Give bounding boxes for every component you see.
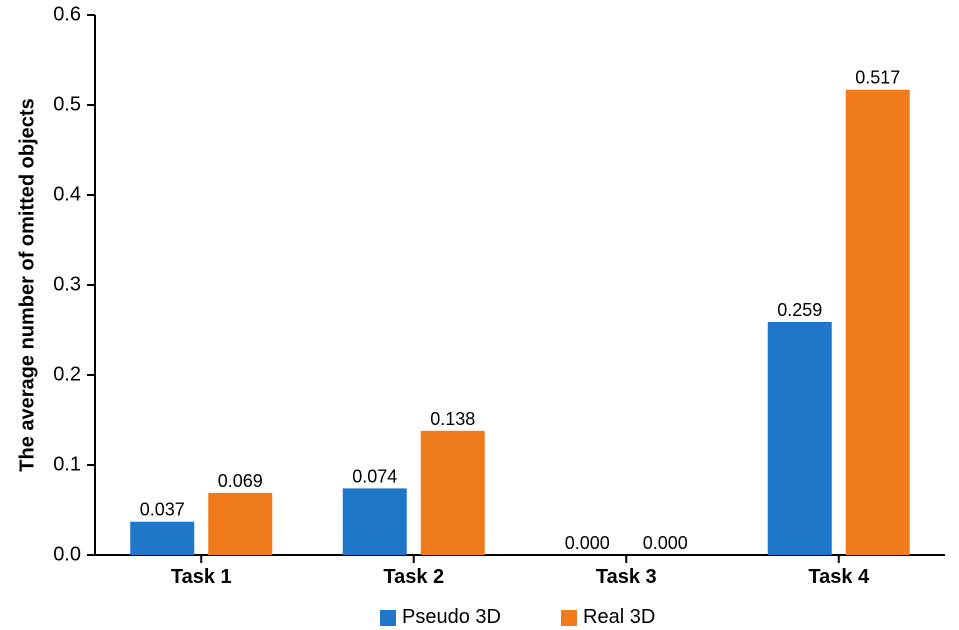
x-category-label: Task 1 <box>171 566 232 588</box>
bar-value-label: 0.069 <box>218 471 263 491</box>
bar <box>208 493 272 555</box>
bar-chart: 0.0 0.1 0.2 0.3 0.4 0.5 0.6 The average number … <box>0 0 959 630</box>
bar-value-label: 0.259 <box>777 300 822 320</box>
y-tick-label: 0.6 <box>53 3 81 25</box>
bar <box>421 431 485 555</box>
y-tick-label: 0.3 <box>53 273 81 295</box>
legend-swatch <box>380 610 396 626</box>
bar <box>343 488 407 555</box>
y-tick-label: 0.2 <box>53 363 81 385</box>
legend-swatch <box>561 610 577 626</box>
bar-value-label: 0.000 <box>643 533 688 553</box>
bar-value-label: 0.037 <box>140 500 185 520</box>
chart-container: 0.0 0.1 0.2 0.3 0.4 0.5 0.6 The average number … <box>0 0 959 630</box>
x-category-label: Task 4 <box>808 566 870 588</box>
bar-value-label: 0.138 <box>430 409 475 429</box>
y-tick-label: 0.4 <box>53 183 81 205</box>
bar <box>768 322 832 555</box>
bar <box>130 522 194 555</box>
bar-value-label: 0.000 <box>565 533 610 553</box>
y-axis-label: The average number of omitted objects <box>16 98 38 471</box>
legend-label: Pseudo 3D <box>402 606 501 628</box>
bar <box>846 90 910 555</box>
bar-value-label: 0.517 <box>855 68 900 88</box>
y-tick-label: 0.0 <box>53 543 81 565</box>
x-category-label: Task 2 <box>383 566 444 588</box>
legend-label: Real 3D <box>583 606 655 628</box>
x-category-label: Task 3 <box>596 566 657 588</box>
y-tick-label: 0.5 <box>53 93 81 115</box>
y-tick-label: 0.1 <box>53 453 81 475</box>
bar-value-label: 0.074 <box>352 466 397 486</box>
